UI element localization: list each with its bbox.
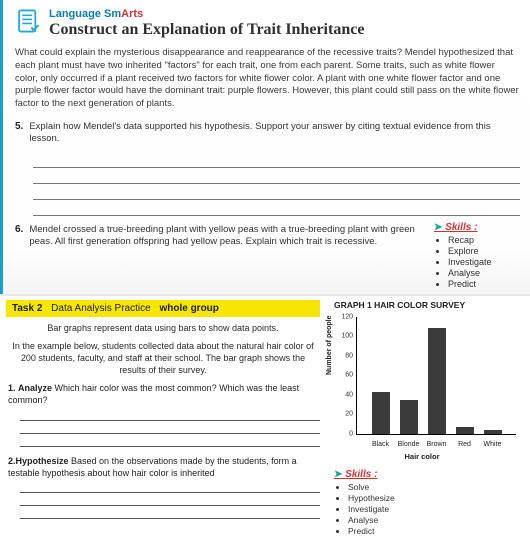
header-text: Language SmArts Construct an Explanation… xyxy=(49,8,364,39)
chart-column: GRAPH 1 HAIR COLOR SURVEY Number of peop… xyxy=(324,300,524,537)
worksheet-top: Language SmArts Construct an Explanation… xyxy=(0,0,530,294)
worksheet-bottom: Task 2 Data Analysis Practice whole grou… xyxy=(0,294,530,543)
q1-label: Analyze xyxy=(18,383,52,393)
q1-number: 1. xyxy=(8,383,16,393)
answer-line[interactable] xyxy=(20,496,320,506)
question-5: 5. Explain how Mendel's data supported h… xyxy=(15,121,520,146)
skills-heading: ➤ Skills : xyxy=(434,222,520,233)
document-icon xyxy=(15,8,41,34)
y-tick: 80 xyxy=(333,352,353,359)
skill-item: Solve xyxy=(348,482,524,492)
chevron-icon: ➤ xyxy=(434,222,445,233)
brand-prefix: Language xyxy=(49,8,104,20)
skill-item: Predict xyxy=(348,526,524,536)
task-number: Task 2 xyxy=(12,303,42,314)
x-tick: Brown xyxy=(423,441,451,448)
subquestion-2: 2.Hypothesize Based on the observations … xyxy=(8,455,320,479)
task-mode: whole group xyxy=(159,303,218,314)
skill-item: Explore xyxy=(448,246,520,256)
question-6-row: 6. Mendel crossed a true-breeding plant … xyxy=(15,222,520,290)
skills-list-bottom: Solve Hypothesize Investigate Analyse Pr… xyxy=(348,482,524,536)
page-title: Construct an Explanation of Trait Inheri… xyxy=(49,21,364,39)
chevron-icon: ➤ xyxy=(334,469,345,480)
x-axis-label: Hair color xyxy=(404,452,439,461)
skill-item: Predict xyxy=(448,279,520,289)
bar-white xyxy=(484,430,502,434)
skill-item: Analyse xyxy=(348,515,524,525)
skills-list-top: Recap Explore Investigate Analyse Predic… xyxy=(448,235,520,289)
skills-panel-bottom: ➤ Skills : Solve Hypothesize Investigate… xyxy=(324,469,524,536)
task-header-bar: Task 2 Data Analysis Practice whole grou… xyxy=(6,300,320,317)
skills-heading: ➤ Skills : xyxy=(334,469,524,480)
answer-lines-sub1 xyxy=(20,411,320,447)
answer-line[interactable] xyxy=(33,172,520,184)
question-6: 6. Mendel crossed a true-breeding plant … xyxy=(15,224,424,249)
y-tick: 20 xyxy=(333,411,353,418)
skill-item: Analyse xyxy=(448,268,520,278)
bar-red xyxy=(456,427,474,434)
q6-number: 6. xyxy=(15,224,23,249)
q2-label: Hypothesize xyxy=(16,456,69,466)
plot-area: 020406080100120BlackBlondeBrownRedWhite xyxy=(356,317,516,435)
q2-number: 2. xyxy=(8,456,16,466)
bar-chart: Number of people 020406080100120BlackBlo… xyxy=(324,313,520,463)
x-tick: Black xyxy=(367,441,395,448)
brand: Language SmArts xyxy=(49,8,364,20)
answer-line[interactable] xyxy=(20,411,320,421)
skill-item: Recap xyxy=(448,235,520,245)
task-desc-1: Bar graphs represent data using bars to … xyxy=(6,322,320,334)
answer-line[interactable] xyxy=(33,204,520,216)
q6-text: Mendel crossed a true-breeding plant wit… xyxy=(29,224,424,249)
header-row: Language SmArts Construct an Explanation… xyxy=(15,8,520,39)
answer-line[interactable] xyxy=(33,188,520,200)
chart-title: GRAPH 1 HAIR COLOR SURVEY xyxy=(324,300,524,310)
x-tick: Blonde xyxy=(395,441,423,448)
bar-black xyxy=(372,392,390,434)
brand-arts: Arts xyxy=(121,8,143,20)
answer-line[interactable] xyxy=(20,509,320,519)
answer-line[interactable] xyxy=(20,483,320,493)
y-tick: 100 xyxy=(333,333,353,340)
y-tick: 60 xyxy=(333,372,353,379)
y-tick: 0 xyxy=(333,430,353,437)
skill-item: Investigate xyxy=(448,257,520,267)
bar-brown xyxy=(428,328,446,433)
skills-heading-text: Skills : xyxy=(445,222,477,233)
y-tick: 40 xyxy=(333,391,353,398)
q5-text: Explain how Mendel's data supported his … xyxy=(29,121,520,146)
skills-panel-top: ➤ Skills : Recap Explore Investigate Ana… xyxy=(428,222,520,290)
answer-line[interactable] xyxy=(20,424,320,434)
answer-lines-q5 xyxy=(33,156,520,216)
intro-paragraph: What could explain the mysterious disapp… xyxy=(15,47,520,111)
answer-line[interactable] xyxy=(20,437,320,447)
subquestion-1: 1. Analyze Which hair color was the most… xyxy=(8,382,320,406)
task-desc-2: In the example below, students collected… xyxy=(6,340,320,376)
brand-sm: Sm xyxy=(104,8,121,20)
x-tick: Red xyxy=(451,441,479,448)
answer-line[interactable] xyxy=(33,156,520,168)
skill-item: Investigate xyxy=(348,504,524,514)
answer-lines-sub2 xyxy=(20,483,320,519)
y-tick: 120 xyxy=(333,313,353,320)
task-left-column: Task 2 Data Analysis Practice whole grou… xyxy=(6,300,320,537)
x-tick: White xyxy=(479,441,507,448)
skill-item: Hypothesize xyxy=(348,493,524,503)
task-title: Data Analysis Practice xyxy=(51,303,151,314)
skills-heading-text: Skills : xyxy=(345,469,377,480)
bar-blonde xyxy=(400,400,418,434)
q5-number: 5. xyxy=(15,121,23,146)
q1-text: Which hair color was the most common? Wh… xyxy=(8,383,299,405)
y-axis-label: Number of people xyxy=(326,315,333,375)
